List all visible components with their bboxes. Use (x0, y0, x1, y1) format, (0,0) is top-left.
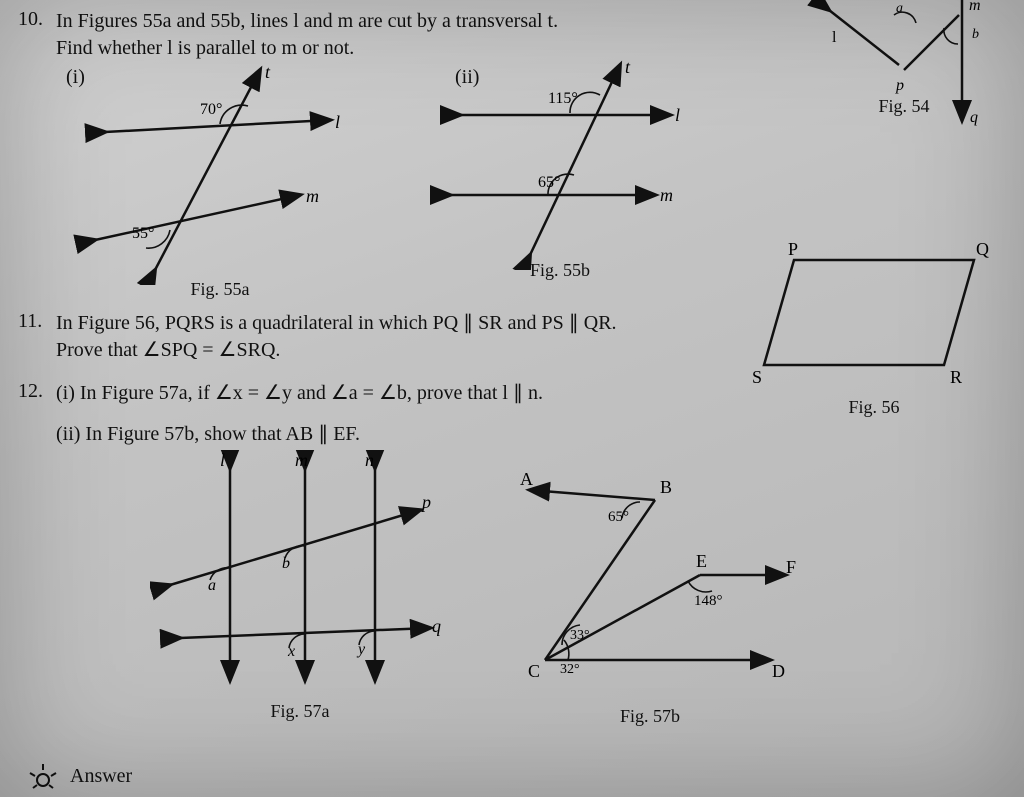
q10-line1: In Figures 55a and 55b, lines l and m ar… (56, 8, 756, 35)
fig54-q: q (970, 109, 978, 126)
fig57b-32: 32° (560, 662, 580, 677)
footer-answer: Answer (70, 765, 132, 788)
fig54-m: m (969, 0, 981, 14)
fig56-svg: P Q R S (744, 235, 1004, 405)
fig57a: l m n p q a b x y Fig. 57a (150, 450, 450, 722)
fig55a-l: l (335, 112, 340, 132)
fig55b: t l m 115° 65° Fig. 55b (420, 55, 700, 281)
fig57b-E: E (696, 551, 707, 571)
fig57b-svg: A B C D E F 65° 33° 32° 148° (490, 455, 810, 710)
q11-number: 11. (18, 310, 42, 333)
page: 10. In Figures 55a and 55b, lines l and … (0, 0, 1024, 797)
fig55a: t l m 70° 55° Fig. 55a (70, 60, 370, 300)
fig55b-caption: Fig. 55b (420, 260, 700, 281)
q12-part-ii: (ii) In Figure 57b, show that AB ∥ EF. (56, 421, 736, 448)
fig57b-C: C (528, 661, 540, 681)
fig55b-angTop: 115° (548, 90, 578, 107)
fig57a-l: l (220, 450, 225, 470)
fig55a-angBot: 55° (132, 225, 154, 242)
q11-text: In Figure 56, PQRS is a quadrilateral in… (56, 310, 716, 364)
fig57a-b: b (282, 555, 290, 572)
sun-icon (26, 761, 60, 791)
fig56-R: R (950, 367, 962, 387)
fig54-a: a (896, 1, 903, 16)
fig57b-caption: Fig. 57b (490, 706, 810, 727)
q11-line1: In Figure 56, PQRS is a quadrilateral in… (56, 310, 716, 337)
fig57b-B: B (660, 477, 672, 497)
fig56-S: S (752, 367, 762, 387)
fig57a-svg: l m n p q a b x y (150, 450, 450, 705)
fig57a-n: n (365, 450, 374, 470)
footer: Answer (26, 761, 132, 791)
fig57b-A: A (520, 469, 533, 489)
fig57b: A B C D E F 65° 33° 32° 148° Fig. 57b (490, 455, 810, 727)
fig55a-caption: Fig. 55a (70, 279, 370, 300)
fig55b-m: m (660, 185, 673, 205)
fig56-P: P (788, 239, 798, 259)
fig55a-svg: t l m 70° 55° (70, 60, 370, 285)
fig54-p: p (895, 77, 904, 94)
fig57b-D: D (772, 661, 785, 681)
fig55a-t: t (265, 62, 271, 82)
q11-line2: Prove that ∠SPQ = ∠SRQ. (56, 337, 716, 364)
fig57a-p: p (420, 492, 431, 512)
fig55b-l: l (675, 105, 680, 125)
fig57a-y: y (356, 641, 366, 658)
fig56: P Q R S Fig. 56 (744, 235, 1004, 418)
q12-text: (i) In Figure 57a, if ∠x = ∠y and ∠a = ∠… (56, 380, 736, 448)
fig55b-svg: t l m 115° 65° (420, 55, 700, 270)
fig57a-x: x (287, 643, 295, 660)
fig54-l: l (832, 29, 837, 46)
fig55a-m: m (306, 186, 319, 206)
fig57a-m: m (295, 450, 308, 470)
fig57b-65: 65° (608, 509, 629, 525)
q10-number: 10. (18, 8, 43, 31)
fig57b-148: 148° (694, 593, 723, 609)
fig57b-F: F (786, 557, 796, 577)
fig57a-q: q (432, 616, 441, 636)
fig57a-a: a (208, 577, 216, 594)
fig57a-caption: Fig. 57a (150, 701, 450, 722)
fig55a-angTop: 70° (200, 101, 222, 118)
q10-text: In Figures 55a and 55b, lines l and m ar… (56, 8, 756, 62)
fig54-b: b (972, 27, 979, 42)
q12-number: 12. (18, 380, 43, 403)
fig54: l a b m p q Fig. 54 (784, 0, 1004, 117)
fig56-caption: Fig. 56 (744, 397, 1004, 418)
fig55b-angBot: 65° (538, 174, 560, 191)
fig56-Q: Q (976, 239, 989, 259)
fig57b-33: 33° (570, 628, 590, 643)
q12-part-i: (i) In Figure 57a, if ∠x = ∠y and ∠a = ∠… (56, 380, 736, 407)
fig55b-t: t (625, 57, 631, 77)
